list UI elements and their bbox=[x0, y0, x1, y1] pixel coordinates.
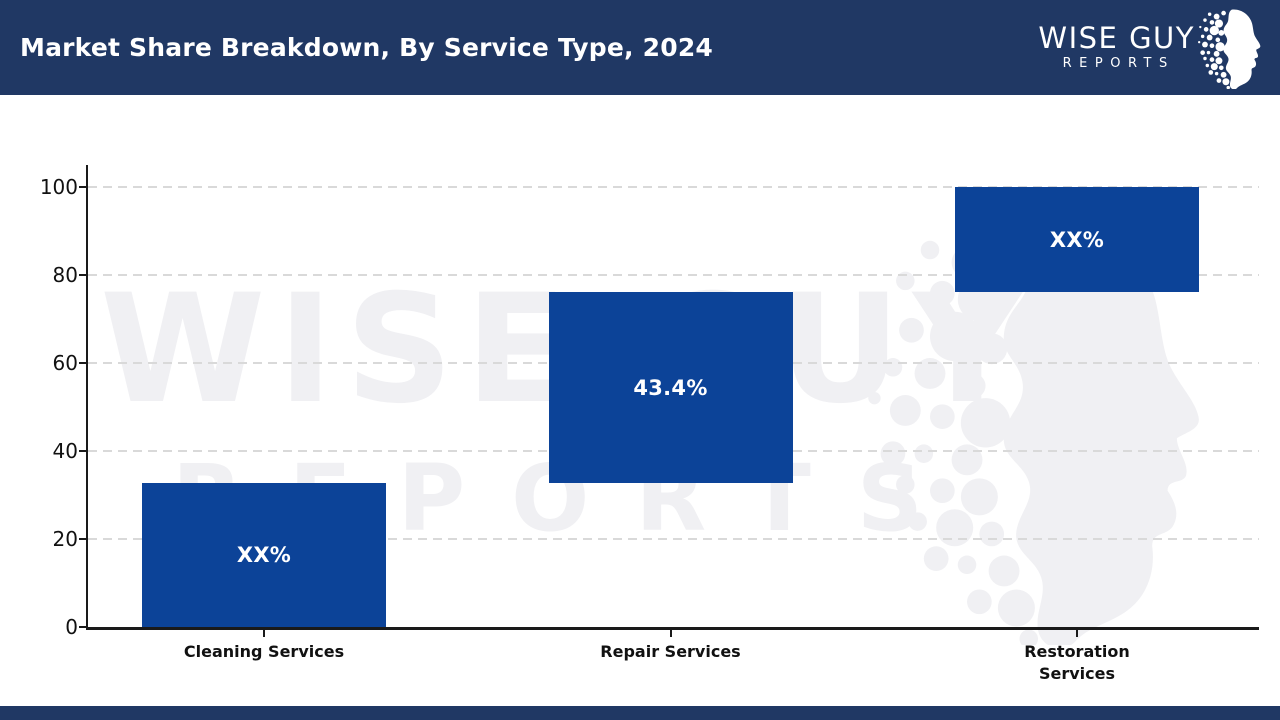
bar-cleaning-services: XX% bbox=[142, 483, 386, 627]
bar-value-label-cleaning-services: XX% bbox=[236, 543, 292, 568]
y-tick-label-80: 80 bbox=[52, 263, 78, 287]
footer-bar bbox=[0, 706, 1280, 720]
y-tick-label-60: 60 bbox=[52, 351, 78, 375]
y-tick-label-100: 100 bbox=[39, 175, 78, 199]
bar-restoration-services: XX% bbox=[955, 187, 1199, 293]
wise-guy-reports-logo: WISE GUY REPORTS bbox=[1038, 7, 1262, 89]
logo-head-icon bbox=[1198, 8, 1261, 89]
x-axis-line bbox=[86, 627, 1259, 630]
y-tick-label-0: 0 bbox=[65, 615, 78, 639]
y-tick-60 bbox=[79, 362, 86, 364]
y-tick-0 bbox=[79, 626, 86, 628]
category-label-0: Cleaning Services bbox=[183, 642, 345, 661]
category-label-1: Repair Services bbox=[600, 642, 741, 661]
x-tick-1 bbox=[669, 630, 672, 637]
bar-value-label-restoration-services: XX% bbox=[1049, 227, 1105, 252]
y-tick-label-40: 40 bbox=[52, 439, 78, 463]
bar-repair-services: 43.4% bbox=[548, 292, 793, 484]
gridline-20 bbox=[88, 538, 1259, 540]
gridline-80 bbox=[88, 274, 1259, 276]
bar-value-label-repair-services: 43.4% bbox=[633, 375, 708, 400]
y-tick-label-20: 20 bbox=[52, 527, 78, 551]
y-tick-100 bbox=[79, 186, 86, 188]
y-axis-line bbox=[86, 165, 88, 630]
category-label-2: Restoration Services bbox=[1024, 642, 1130, 684]
y-tick-20 bbox=[79, 538, 86, 540]
logo-subtitle: REPORTS bbox=[1062, 56, 1175, 71]
y-tick-40 bbox=[79, 450, 86, 452]
x-tick-2 bbox=[1076, 630, 1078, 637]
x-tick-0 bbox=[263, 630, 265, 637]
gridline-100 bbox=[88, 186, 1259, 188]
page-title: Market Share Breakdown, By Service Type,… bbox=[20, 33, 714, 62]
y-tick-80 bbox=[79, 274, 86, 276]
header-bar: Market Share Breakdown, By Service Type,… bbox=[0, 0, 1280, 95]
logo-wordmark: WISE GUY bbox=[1038, 21, 1195, 55]
waterfall-chart: 0 20 40 60 80 100 XX% 43.4% XX% Cleaning Services… bbox=[0, 95, 1280, 706]
logo-text: WISE GUY REPORTS bbox=[1038, 21, 1195, 72]
chart-area: WISE GUY REPORTS 0 20 40 60 80 100 XX% 43.4% XX%… bbox=[0, 95, 1280, 706]
